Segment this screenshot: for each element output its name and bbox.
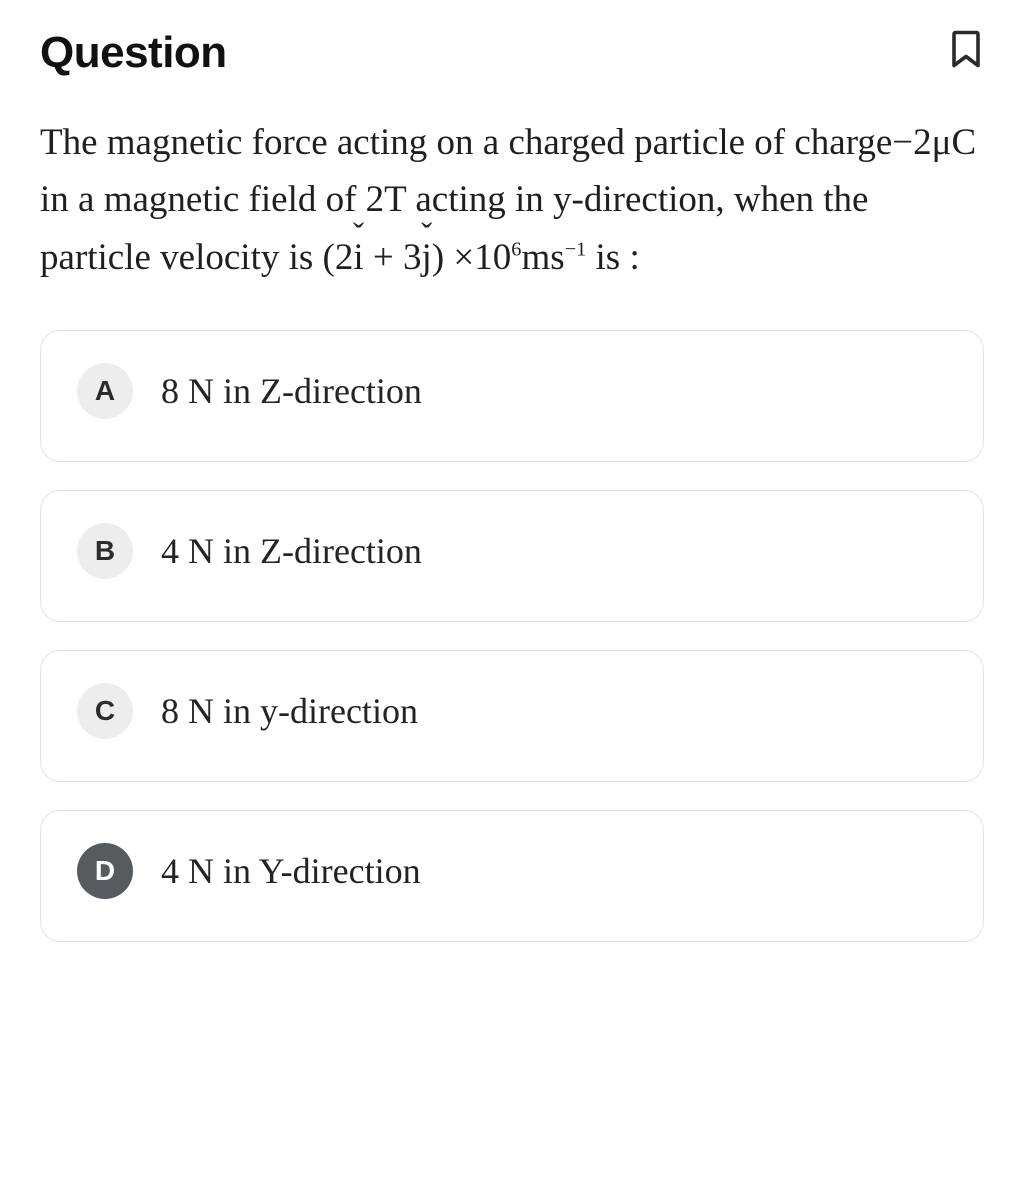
option-badge-b: B <box>77 523 133 579</box>
bookmark-button[interactable] <box>948 28 984 70</box>
option-d[interactable]: D 4 N in Y-direction <box>40 810 984 942</box>
option-text: 8 N in y-direction <box>161 690 418 732</box>
question-sup2: −1 <box>565 238 587 260</box>
question-part2: ) ×10 <box>432 237 511 278</box>
question-header: Question <box>40 28 984 78</box>
option-letter: C <box>95 695 115 727</box>
question-title: Question <box>40 28 227 78</box>
option-letter: D <box>95 855 115 887</box>
option-badge-a: A <box>77 363 133 419</box>
vector-j: j <box>422 229 432 286</box>
option-letter: B <box>95 535 115 567</box>
options-list: A 8 N in Z-direction B 4 N in Z-directio… <box>40 330 984 942</box>
vector-i: i <box>353 229 363 286</box>
option-badge-c: C <box>77 683 133 739</box>
option-badge-d: D <box>77 843 133 899</box>
option-text: 4 N in Z-direction <box>161 530 422 572</box>
question-part4: is : <box>586 237 639 278</box>
question-body: The magnetic force acting on a charged p… <box>40 114 984 286</box>
option-b[interactable]: B 4 N in Z-direction <box>40 490 984 622</box>
bookmark-icon <box>948 28 984 70</box>
question-sup1: 6 <box>511 238 521 260</box>
option-c[interactable]: C 8 N in y-direction <box>40 650 984 782</box>
question-part3: ms <box>521 237 564 278</box>
option-letter: A <box>95 375 115 407</box>
option-text: 4 N in Y-direction <box>161 850 421 892</box>
option-a[interactable]: A 8 N in Z-direction <box>40 330 984 462</box>
option-text: 8 N in Z-direction <box>161 370 422 412</box>
question-mid: + 3 <box>364 237 422 278</box>
